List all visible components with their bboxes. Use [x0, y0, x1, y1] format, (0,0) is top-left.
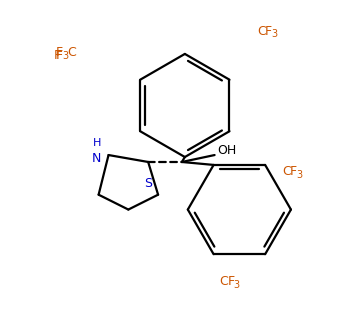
- Text: F: F: [54, 49, 61, 63]
- Text: C: C: [219, 275, 228, 288]
- Text: S: S: [144, 177, 152, 190]
- Text: F: F: [56, 47, 63, 59]
- Text: 3: 3: [296, 170, 302, 180]
- Text: OH: OH: [218, 144, 237, 157]
- Text: F: F: [56, 49, 63, 63]
- Text: 3: 3: [234, 280, 240, 290]
- Text: 3: 3: [62, 51, 68, 61]
- Text: N: N: [92, 152, 101, 165]
- Text: F: F: [227, 275, 235, 288]
- Text: C: C: [67, 47, 75, 59]
- Text: H: H: [92, 138, 101, 148]
- Text: C: C: [282, 165, 291, 178]
- Text: F: F: [265, 25, 272, 38]
- Text: C: C: [257, 25, 266, 38]
- Text: 3: 3: [271, 29, 277, 39]
- Text: F: F: [290, 165, 297, 178]
